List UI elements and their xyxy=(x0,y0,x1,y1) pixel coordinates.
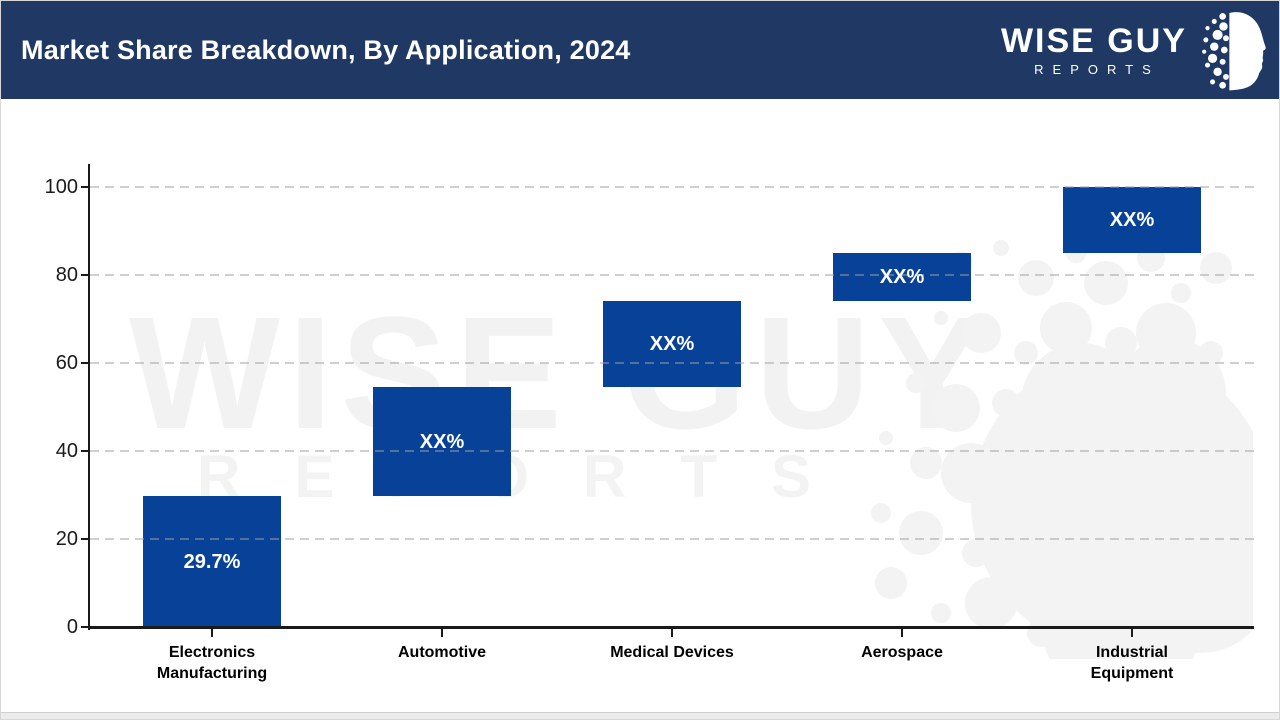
y-axis-tick-label: 40 xyxy=(55,440,78,462)
bar-value-label: XX% xyxy=(1109,208,1155,231)
logo-subtext: REPORTS xyxy=(1034,61,1160,77)
logo-text: WISE GUY REPORTS xyxy=(1001,24,1187,77)
watermark-head-icon xyxy=(871,240,1253,659)
y-axis-line xyxy=(88,164,90,630)
bar-electronics-manufacturing xyxy=(143,496,281,627)
gridline xyxy=(90,362,1254,364)
y-axis-tick-label: 100 xyxy=(44,176,78,198)
x-axis-category-label: Automotive xyxy=(398,644,486,661)
x-axis-tick xyxy=(671,629,673,637)
gridline xyxy=(90,186,1254,188)
x-axis-tick xyxy=(441,629,443,637)
wiseguy-logo: WISE GUY REPORTS xyxy=(1001,8,1269,92)
bar-value-label: XX% xyxy=(419,430,465,453)
y-axis-tick-label: 20 xyxy=(55,528,78,550)
bar-automotive xyxy=(373,387,511,497)
gridline xyxy=(90,538,1254,540)
x-axis-tick xyxy=(211,629,213,637)
x-axis-tick xyxy=(901,629,903,637)
bar-industrial-equipment xyxy=(1063,187,1201,253)
y-axis-tick xyxy=(81,186,90,188)
x-axis-category-label: Aerospace xyxy=(861,644,943,661)
y-axis-tick xyxy=(81,362,90,364)
y-axis-tick-label: 60 xyxy=(55,352,78,374)
header: Market Share Breakdown, By Application, … xyxy=(1,1,1279,99)
gridline xyxy=(90,450,1254,452)
bar-medical-devices xyxy=(603,300,741,388)
x-axis-line xyxy=(88,626,1254,629)
y-axis-tick-label: 80 xyxy=(55,264,78,286)
x-axis-tick xyxy=(1131,629,1133,637)
page-title: Market Share Breakdown, By Application, … xyxy=(21,34,631,65)
bar-aerospace xyxy=(833,252,971,301)
x-axis-category-label: Industrial Equipment xyxy=(1090,644,1174,682)
x-axis-category-label: Electronics Manufacturing xyxy=(156,644,268,682)
y-axis-tick xyxy=(81,274,90,276)
y-axis-tick xyxy=(81,626,90,628)
gridline xyxy=(90,274,1254,276)
waterfall-chart: 29.7% Electronics Manufacturing XX% Automot… xyxy=(1,99,1279,714)
logo-wordmark: WISE GUY xyxy=(1000,21,1187,60)
bar-value-label: XX% xyxy=(649,332,695,355)
x-axis-category-label: Medical Devices xyxy=(610,644,734,661)
y-axis-tick xyxy=(81,450,90,452)
wiseguy-head-icon xyxy=(1202,12,1266,91)
bottom-border xyxy=(1,712,1279,719)
bar-value-label: 29.7% xyxy=(183,550,241,573)
bar-value-label: XX% xyxy=(879,265,925,288)
watermark-wordmark: WISE GUY xyxy=(129,283,994,462)
y-axis-tick-label: 0 xyxy=(66,616,78,638)
y-axis-tick xyxy=(81,538,90,540)
